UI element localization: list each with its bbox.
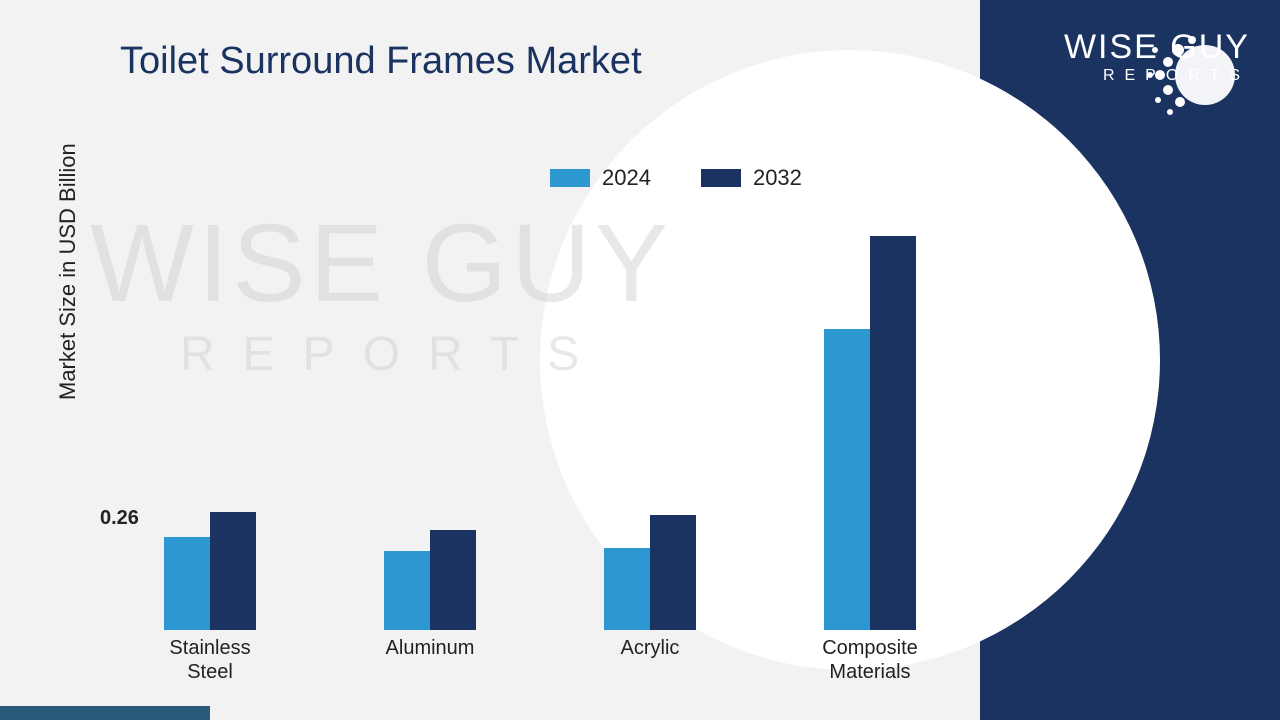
bar	[824, 329, 870, 630]
bar	[384, 551, 430, 630]
brand-logo: WISE GUY REPORTS	[1064, 28, 1250, 85]
bar-pair	[370, 200, 490, 630]
legend-item: 2024	[550, 165, 651, 191]
x-axis-label: CompositeMaterials	[790, 636, 950, 684]
bar	[604, 548, 650, 630]
value-label: 0.26	[100, 507, 139, 530]
bar-pair	[150, 200, 270, 630]
legend-label: 2032	[753, 165, 802, 191]
bar-pair	[590, 200, 710, 630]
x-axis-label: Acrylic	[570, 636, 730, 660]
bar	[430, 530, 476, 630]
bar	[870, 236, 916, 630]
legend: 2024 2032	[550, 165, 802, 191]
brand-line1: WISE GUY	[1064, 28, 1250, 67]
legend-swatch	[550, 169, 590, 187]
bar-chart: StainlessSteelAluminumAcrylicCompositeMa…	[130, 200, 960, 630]
bar-pair	[810, 200, 930, 630]
bar	[164, 537, 210, 630]
y-axis-label: Market Size in USD Billion	[55, 143, 81, 400]
bar	[650, 515, 696, 630]
x-axis-label: Aluminum	[350, 636, 510, 660]
legend-label: 2024	[602, 165, 651, 191]
bottom-strip	[0, 706, 210, 720]
legend-item: 2032	[701, 165, 802, 191]
brand-line2: REPORTS	[1064, 67, 1250, 85]
chart-stage: WISE GUY REPORTS Toilet Surround Frames …	[0, 0, 1280, 720]
x-axis-label: StainlessSteel	[130, 636, 290, 684]
chart-title: Toilet Surround Frames Market	[120, 40, 642, 83]
legend-swatch	[701, 169, 741, 187]
bar	[210, 512, 256, 630]
